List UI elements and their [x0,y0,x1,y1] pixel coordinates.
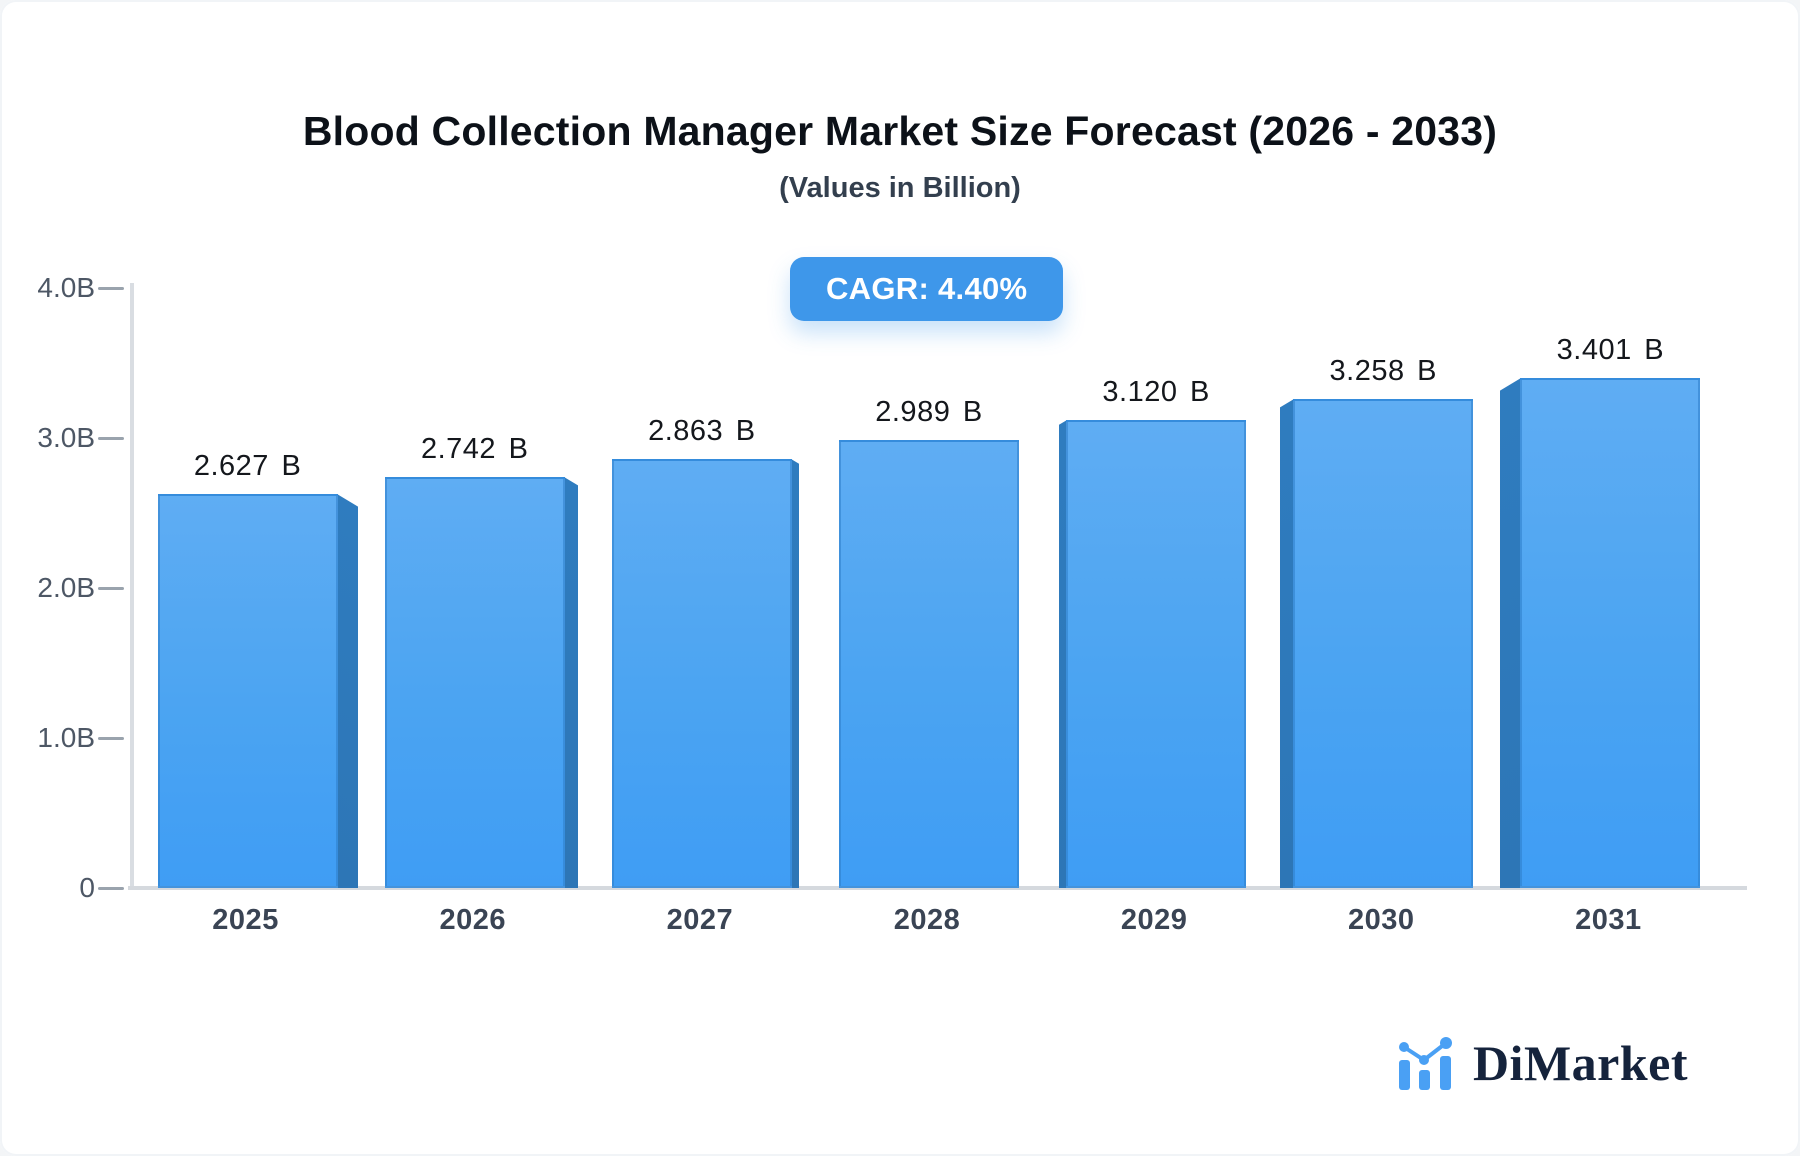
bar-value-label: 3.401 B [1556,333,1665,366]
x-axis-label: 2029 [1120,904,1188,936]
brand-name: DiMarket [1472,1035,1688,1091]
chart-title: Blood Collection Manager Market Size For… [302,108,1498,154]
bar-front-face [1066,420,1247,888]
bar-side-face [1500,377,1522,888]
y-axis-tick-label: 2.0B [37,572,95,603]
bar [157,493,358,888]
bar [1500,377,1701,888]
bar [384,476,578,888]
chart-subtitle: (Values in Billion) [779,172,1021,204]
cagr-badge: CAGR: 4.40% [790,257,1064,321]
x-axis-label: 2025 [212,904,279,936]
bar-side-face [563,476,578,888]
y-axis-tick-label: 0 [79,872,95,903]
y-axis-tick-mark [98,587,124,590]
bar-value-label: 2.742 B [420,432,529,465]
bar-value-label: 2.627 B [193,449,302,482]
brand-logo: DiMarket [1393,1030,1688,1096]
y-axis-tick-label: 3.0B [37,422,95,453]
y-axis-line [130,283,134,888]
bar [1059,420,1247,888]
plot-area: 2.627 B 2.742 B 2.863 B 2.989 B 3.120 B 3.258… [134,288,1724,888]
y-axis-tick-mark [98,737,124,740]
y-axis-tick-label: 1.0B [37,722,95,753]
bar-front-face [839,439,1019,888]
x-axis-label: 2031 [1575,904,1642,936]
x-axis-label: 2027 [666,904,734,936]
bar-value-label: 2.989 B [875,395,983,428]
bar-value-label: 3.258 B [1329,355,1438,388]
bar [839,439,1019,888]
bar-front-face [1520,377,1701,888]
bar [1280,399,1474,888]
bar [611,458,799,888]
bar-side-face [336,493,358,888]
y-axis-tick-mark [98,887,124,890]
bar-value-label: 2.863 B [648,414,756,447]
y-axis-tick-mark [98,437,124,440]
y-axis-tick-label: 4.0B [37,272,95,303]
bar-front-face [611,458,792,888]
y-axis-tick-mark [98,287,124,290]
bar-side-face [790,458,799,888]
x-axis-label: 2026 [439,904,506,936]
bar-front-face [1293,399,1474,888]
bar-front-face [157,493,338,888]
bar-value-label: 3.120 B [1102,376,1210,408]
x-axis-label: 2028 [893,904,961,936]
bar-side-face [1280,399,1295,888]
bar-front-face [384,476,565,888]
bar-chart-trend-icon [1398,1037,1452,1090]
x-axis-label: 2030 [1348,904,1415,936]
x-axis-line [128,886,1747,890]
